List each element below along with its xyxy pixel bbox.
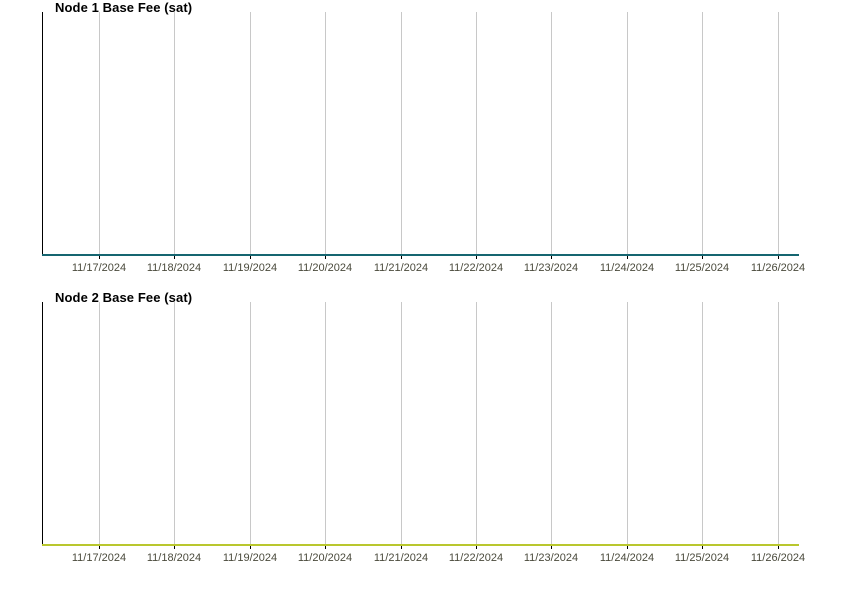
- gridline: [627, 12, 628, 255]
- gridline: [401, 12, 402, 255]
- x-tick-mark: [551, 545, 552, 549]
- chart-panel-node-2: Node 2 Base Fee (sat) 11/17/2024 11/18/20…: [0, 290, 860, 582]
- plot-area-node-2: [42, 302, 799, 549]
- gridline: [325, 302, 326, 545]
- gridline: [401, 302, 402, 545]
- gridline: [250, 12, 251, 255]
- x-tick-mark: [99, 545, 100, 549]
- gridlines-node-2: [42, 302, 799, 545]
- x-tick-mark: [250, 255, 251, 259]
- x-tick-mark: [778, 545, 779, 549]
- x-tick-label: 11/25/2024: [674, 552, 730, 564]
- x-tick-label: 11/17/2024: [71, 262, 127, 274]
- x-tick-mark: [778, 255, 779, 259]
- gridline: [325, 12, 326, 255]
- gridline: [476, 12, 477, 255]
- x-tick-mark: [551, 255, 552, 259]
- x-tick-mark: [702, 255, 703, 259]
- gridline: [627, 302, 628, 545]
- chart-title-node-2: Node 2 Base Fee (sat): [55, 290, 193, 305]
- x-tick-labels-node-2: 11/17/2024 11/18/2024 11/19/2024 11/20/2024…: [42, 552, 805, 568]
- chart-panel-node-1: Node 1 Base Fee (sat) 11/17/2024 11/18/20…: [0, 0, 860, 290]
- x-tick-label: 11/20/2024: [297, 262, 353, 274]
- x-tick-mark: [401, 545, 402, 549]
- series-line-node-2: [42, 543, 799, 546]
- x-tick-label: 11/23/2024: [523, 262, 579, 274]
- gridline: [551, 302, 552, 545]
- gridline: [99, 12, 100, 255]
- y-axis-node-2: [42, 302, 43, 545]
- chart-title-node-1: Node 1 Base Fee (sat): [55, 0, 193, 15]
- x-tick-labels-node-1: 11/17/2024 11/18/2024 11/19/2024 11/20/2024…: [42, 262, 805, 278]
- x-tick-mark: [325, 545, 326, 549]
- x-tick-mark: [174, 255, 175, 259]
- x-tick-label: 11/20/2024: [297, 552, 353, 564]
- gridline: [778, 12, 779, 255]
- x-tick-mark: [476, 545, 477, 549]
- plot-area-node-1: [42, 12, 799, 259]
- x-tick-marks-node-1: [42, 255, 799, 259]
- x-tick-label: 11/24/2024: [599, 262, 655, 274]
- gridline: [551, 12, 552, 255]
- x-tick-label: 11/18/2024: [146, 262, 202, 274]
- x-tick-label: 11/17/2024: [71, 552, 127, 564]
- gridline: [99, 302, 100, 545]
- gridline: [174, 12, 175, 255]
- gridline: [174, 302, 175, 545]
- gridlines-node-1: [42, 12, 799, 255]
- gridline: [778, 302, 779, 545]
- x-tick-label: 11/22/2024: [448, 552, 504, 564]
- x-tick-label: 11/18/2024: [146, 552, 202, 564]
- gridline: [476, 302, 477, 545]
- x-tick-label: 11/25/2024: [674, 262, 730, 274]
- x-tick-mark: [627, 255, 628, 259]
- x-tick-label: 11/23/2024: [523, 552, 579, 564]
- x-tick-mark: [250, 545, 251, 549]
- x-tick-mark: [401, 255, 402, 259]
- x-tick-marks-node-2: [42, 545, 799, 549]
- series-line-node-1: [42, 253, 799, 256]
- x-tick-mark: [99, 255, 100, 259]
- gridline: [702, 302, 703, 545]
- x-tick-label: 11/19/2024: [222, 552, 278, 564]
- x-tick-mark: [627, 545, 628, 549]
- x-tick-label: 11/21/2024: [373, 262, 429, 274]
- x-tick-mark: [702, 545, 703, 549]
- gridline: [702, 12, 703, 255]
- gridline: [250, 302, 251, 545]
- x-tick-label: 11/24/2024: [599, 552, 655, 564]
- x-tick-label: 11/22/2024: [448, 262, 504, 274]
- y-axis-node-1: [42, 12, 43, 255]
- x-tick-mark: [325, 255, 326, 259]
- x-tick-label: 11/26/2024: [750, 262, 806, 274]
- x-tick-mark: [174, 545, 175, 549]
- x-tick-label: 11/21/2024: [373, 552, 429, 564]
- x-tick-label: 11/26/2024: [750, 552, 806, 564]
- x-tick-label: 11/19/2024: [222, 262, 278, 274]
- x-tick-mark: [476, 255, 477, 259]
